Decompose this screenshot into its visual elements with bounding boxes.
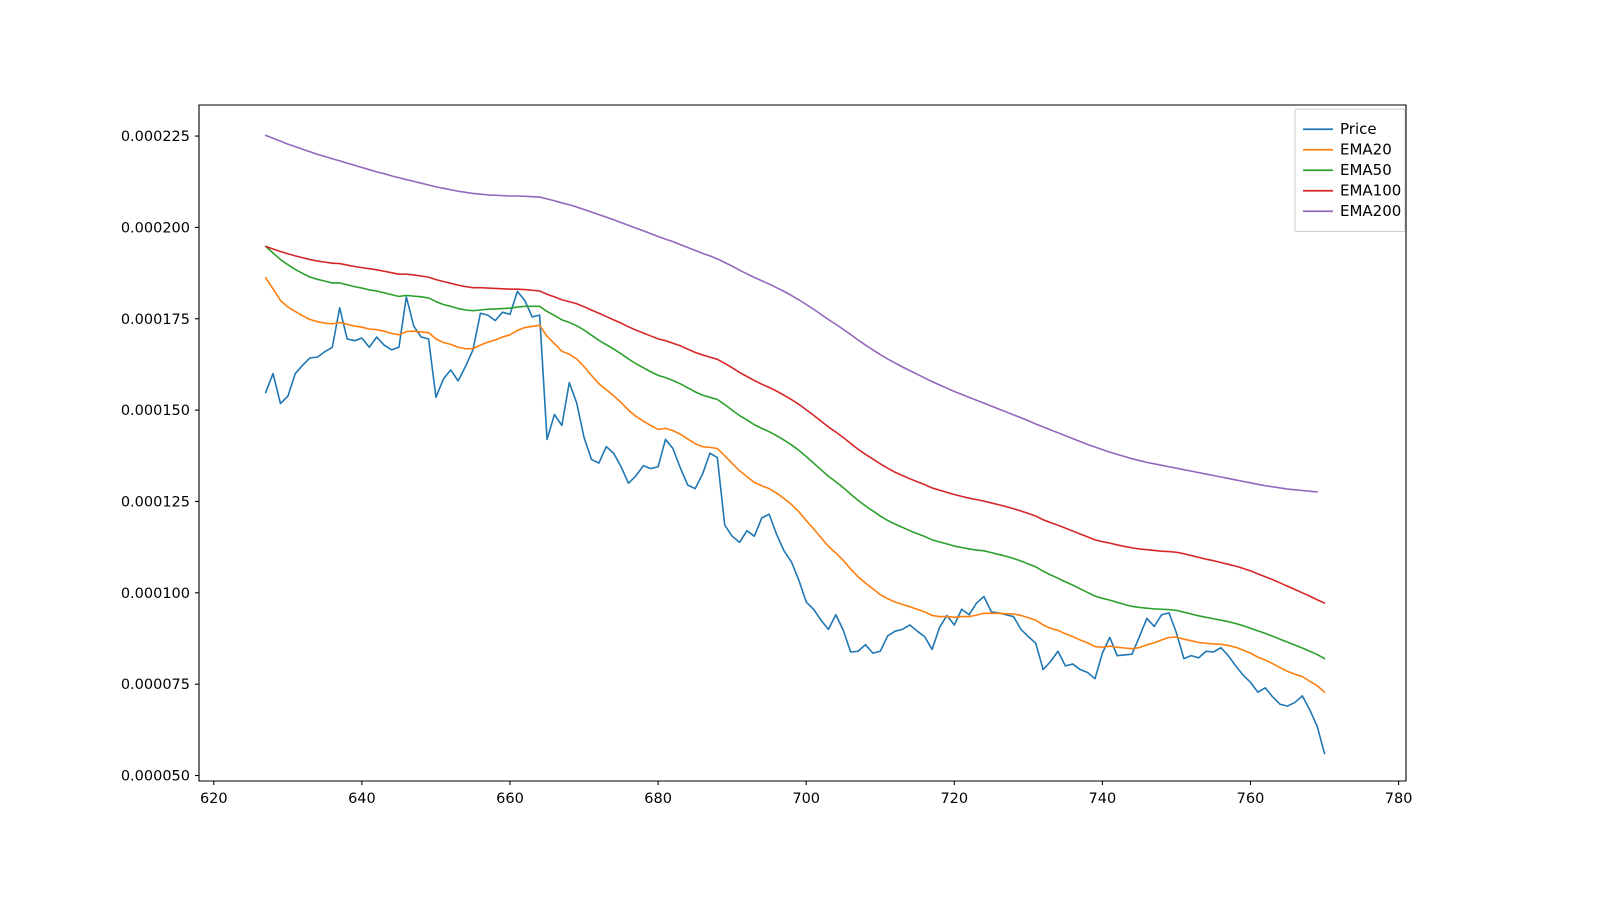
series-line-ema20 bbox=[264, 277, 1326, 694]
series-line-ema200 bbox=[264, 134, 1318, 493]
x-tick-label: 700 bbox=[792, 791, 820, 807]
y-tick-label: 0.000200 bbox=[121, 220, 190, 236]
x-tick-label: 640 bbox=[348, 791, 376, 807]
chart-legend: Price EMA20 EMA50 EMA100 EMA200 bbox=[1294, 108, 1406, 232]
y-tick-label: 0.000175 bbox=[121, 312, 190, 328]
y-tick-label: 0.000050 bbox=[121, 769, 190, 785]
y-tick-label: 0.000100 bbox=[121, 586, 190, 602]
legend-label-ema100: EMA100 bbox=[1340, 181, 1401, 199]
legend-label-ema200: EMA200 bbox=[1340, 202, 1401, 220]
x-tick-label: 680 bbox=[644, 791, 672, 807]
x-tick-label: 660 bbox=[496, 791, 524, 807]
series-line-price bbox=[264, 290, 1326, 755]
y-tick-label: 0.000150 bbox=[121, 403, 190, 419]
x-tick-label: 740 bbox=[1089, 791, 1117, 807]
series-lines bbox=[264, 134, 1326, 755]
legend-label-ema20: EMA20 bbox=[1340, 140, 1392, 158]
y-tick-label: 0.000225 bbox=[121, 129, 190, 145]
x-tick-label: 780 bbox=[1385, 791, 1413, 807]
y-tick-label: 0.000125 bbox=[121, 494, 190, 510]
series-line-ema100 bbox=[264, 245, 1326, 604]
legend-label-ema50: EMA50 bbox=[1340, 161, 1392, 179]
x-tick-label: 760 bbox=[1237, 791, 1265, 807]
y-axis-ticks: 0.000050 0.000075 0.000100 0.000125 0.000150… bbox=[121, 129, 199, 785]
series-line-ema50 bbox=[264, 245, 1326, 660]
legend-label-price: Price bbox=[1340, 120, 1377, 138]
axes-spines bbox=[198, 104, 1407, 782]
axis-spine-rect bbox=[198, 104, 1407, 782]
x-axis-ticks: 620 640 660 680 700 720 740 760 780 bbox=[200, 781, 1412, 807]
x-tick-label: 620 bbox=[200, 791, 228, 807]
y-tick-label: 0.000075 bbox=[121, 677, 190, 693]
x-tick-label: 720 bbox=[940, 791, 968, 807]
legend-background bbox=[1294, 108, 1406, 232]
